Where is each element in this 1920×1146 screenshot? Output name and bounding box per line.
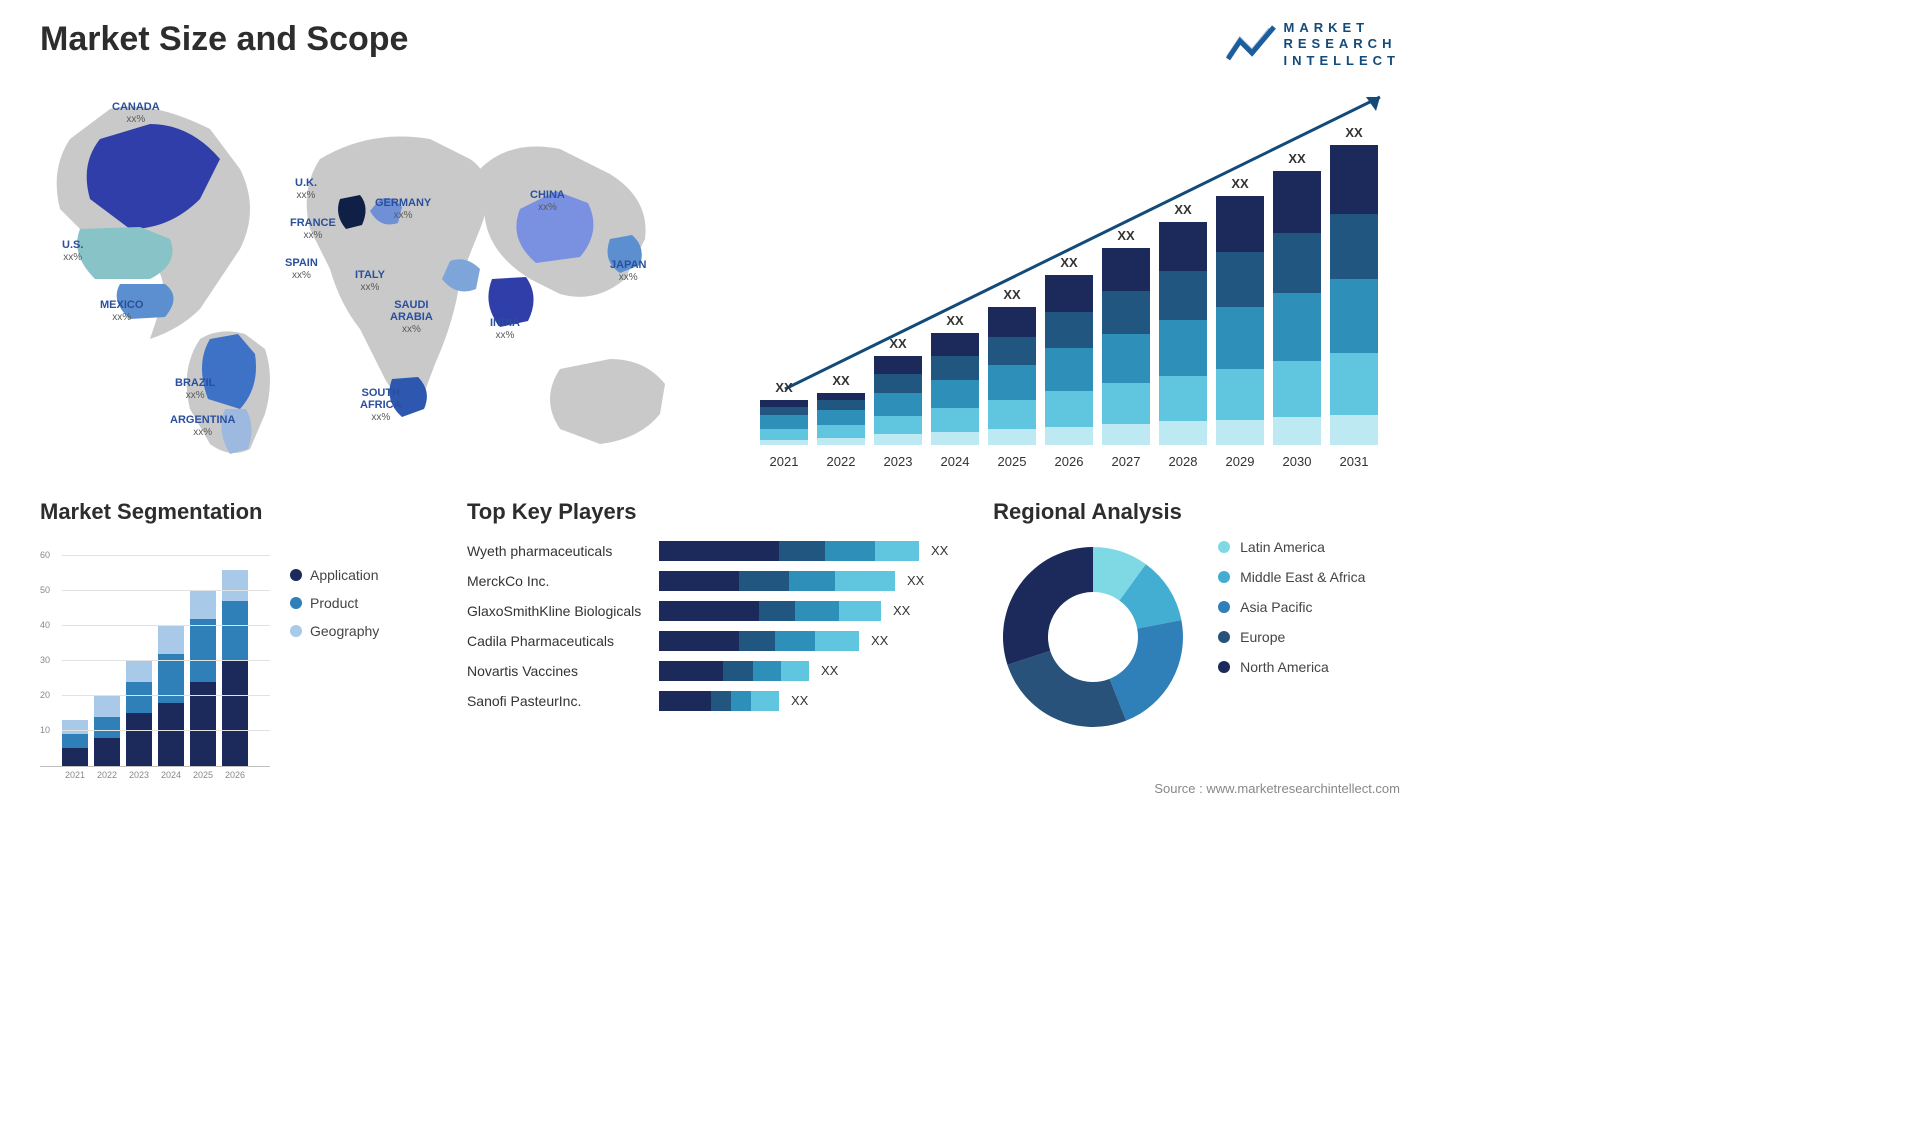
player-row: Sanofi PasteurInc.XX [467, 691, 963, 711]
growth-year-label: 2026 [1045, 454, 1093, 469]
country-label: SAUDIARABIAxx% [390, 299, 433, 335]
donut-slice [1110, 620, 1183, 721]
country-label: INDIAxx% [490, 317, 520, 341]
region-legend-item: Latin America [1218, 539, 1365, 555]
player-name: Sanofi PasteurInc. [467, 693, 647, 709]
player-name: MerckCo Inc. [467, 573, 647, 589]
country-label: JAPANxx% [610, 259, 646, 283]
country-label: CANADAxx% [112, 101, 160, 125]
growth-year-label: 2025 [988, 454, 1036, 469]
source-citation: Source : www.marketresearchintellect.com [40, 781, 1400, 796]
growth-year-label: 2023 [874, 454, 922, 469]
player-row: Cadila PharmaceuticalsXX [467, 631, 963, 651]
player-name: Novartis Vaccines [467, 663, 647, 679]
logo-line-1: MARKET [1284, 20, 1401, 36]
donut-slice [1003, 547, 1093, 665]
logo-line-3: INTELLECT [1284, 53, 1401, 69]
growth-year-label: 2030 [1273, 454, 1321, 469]
players-title: Top Key Players [467, 499, 963, 525]
player-bar [659, 571, 895, 591]
growth-bar: XX [1216, 196, 1264, 445]
growth-chart-pane: XXXXXXXXXXXXXXXXXXXXXX 20212022202320242… [760, 79, 1400, 469]
player-name: Wyeth pharmaceuticals [467, 543, 647, 559]
regional-title: Regional Analysis [993, 499, 1400, 525]
growth-bar: XX [988, 307, 1036, 445]
player-name: Cadila Pharmaceuticals [467, 633, 647, 649]
growth-bar: XX [1102, 248, 1150, 445]
segmentation-bar [62, 720, 88, 766]
player-bar [659, 631, 859, 651]
growth-year-label: 2028 [1159, 454, 1207, 469]
player-bar [659, 691, 779, 711]
country-label: ITALYxx% [355, 269, 385, 293]
growth-bar: XX [1330, 145, 1378, 445]
country-label: GERMANYxx% [375, 197, 431, 221]
country-label: MEXICOxx% [100, 299, 143, 323]
country-label: U.K.xx% [295, 177, 317, 201]
player-row: Novartis VaccinesXX [467, 661, 963, 681]
growth-bar: XX [1159, 222, 1207, 445]
country-label: FRANCExx% [290, 217, 336, 241]
growth-year-label: 2031 [1330, 454, 1378, 469]
growth-bar: XX [931, 333, 979, 445]
segmentation-title: Market Segmentation [40, 499, 437, 525]
growth-bar: XX [1045, 275, 1093, 445]
segmentation-legend-item: Geography [290, 623, 379, 639]
country-label: U.S.xx% [62, 239, 83, 263]
growth-bar: XX [760, 400, 808, 444]
regional-chart: Latin America Middle East & Africa Asia Pa… [993, 537, 1400, 737]
player-bar [659, 541, 919, 561]
region-legend-item: Middle East & Africa [1218, 569, 1365, 585]
page-title: Market Size and Scope [40, 20, 408, 59]
country-label: CHINAxx% [530, 189, 565, 213]
player-name: GlaxoSmithKline Biologicals [467, 603, 647, 619]
logo-mark-icon [1226, 25, 1276, 63]
donut-slice [1008, 651, 1127, 727]
growth-bar: XX [817, 393, 865, 445]
region-legend-item: Europe [1218, 629, 1365, 645]
growth-year-label: 2024 [931, 454, 979, 469]
brand-logo: MARKET RESEARCH INTELLECT [1226, 20, 1401, 69]
segmentation-legend-item: Product [290, 595, 379, 611]
segmentation-bar [190, 591, 216, 766]
region-legend-item: Asia Pacific [1218, 599, 1365, 615]
players-chart: Wyeth pharmaceuticalsXX MerckCo Inc.XX Gla… [467, 537, 963, 711]
segmentation-bar [158, 626, 184, 766]
country-label: ARGENTINAxx% [170, 414, 235, 438]
segmentation-chart: 202120222023202420252026 102030405060 Ap… [40, 537, 437, 767]
growth-year-label: 2022 [817, 454, 865, 469]
logo-line-2: RESEARCH [1284, 36, 1401, 52]
growth-bar: XX [874, 356, 922, 445]
segmentation-bar [126, 661, 152, 766]
country-label: BRAZILxx% [175, 377, 215, 401]
growth-year-label: 2027 [1102, 454, 1150, 469]
growth-bar: XX [1273, 171, 1321, 445]
player-row: Wyeth pharmaceuticalsXX [467, 541, 963, 561]
player-bar [659, 661, 809, 681]
growth-year-label: 2029 [1216, 454, 1264, 469]
country-label: SOUTHAFRICAxx% [360, 387, 402, 423]
segmentation-bar [222, 570, 248, 766]
country-label: SPAINxx% [285, 257, 318, 281]
player-bar [659, 601, 881, 621]
segmentation-legend-item: Application [290, 567, 379, 583]
world-map-pane: CANADAxx% U.S.xx% MEXICOxx% BRAZILxx% ARGENT… [40, 79, 730, 469]
growth-year-label: 2021 [760, 454, 808, 469]
region-legend-item: North America [1218, 659, 1365, 675]
player-row: MerckCo Inc.XX [467, 571, 963, 591]
donut-chart-icon [993, 537, 1193, 737]
player-row: GlaxoSmithKline BiologicalsXX [467, 601, 963, 621]
segmentation-bar [94, 696, 120, 766]
